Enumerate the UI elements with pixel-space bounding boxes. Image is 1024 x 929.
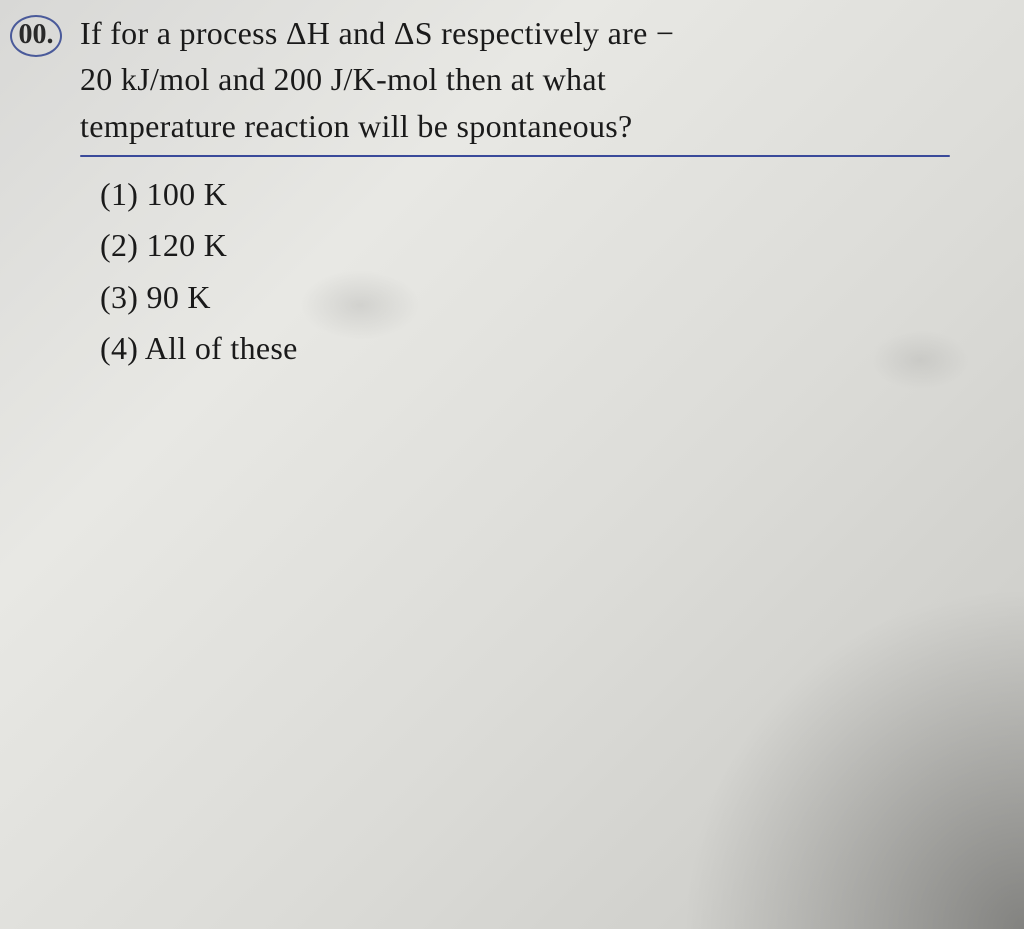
options-list: (1) 100 K (2) 120 K (3) 90 K (4) All of …: [100, 169, 1004, 374]
corner-vignette: [624, 529, 1024, 929]
option-3-label: (3): [100, 279, 138, 315]
option-3-text: 90 K: [147, 279, 211, 315]
option-4: (4) All of these: [100, 323, 1004, 374]
option-4-text: All of these: [145, 330, 298, 366]
question-line-1: If for a process ΔH and ΔS respectively …: [80, 10, 1004, 56]
option-3: (3) 90 K: [100, 272, 1004, 323]
option-4-label: (4): [100, 330, 138, 366]
question-page: 00. If for a process ΔH and ΔS respectiv…: [10, 10, 1004, 374]
option-1-label: (1): [100, 176, 138, 212]
question-number: 00.: [10, 15, 62, 57]
option-2-label: (2): [100, 227, 138, 263]
option-1-text: 100 K: [147, 176, 228, 212]
option-2-text: 120 K: [147, 227, 228, 263]
question-number-badge: 00.: [10, 15, 62, 57]
question-underline: [80, 155, 950, 157]
question-line-3: temperature reaction will be spontaneous…: [80, 103, 1004, 149]
option-1: (1) 100 K: [100, 169, 1004, 220]
option-2: (2) 120 K: [100, 220, 1004, 271]
question-line-2: 20 kJ/mol and 200 J/K-mol then at what: [80, 56, 1004, 102]
question-text: If for a process ΔH and ΔS respectively …: [80, 10, 1004, 149]
